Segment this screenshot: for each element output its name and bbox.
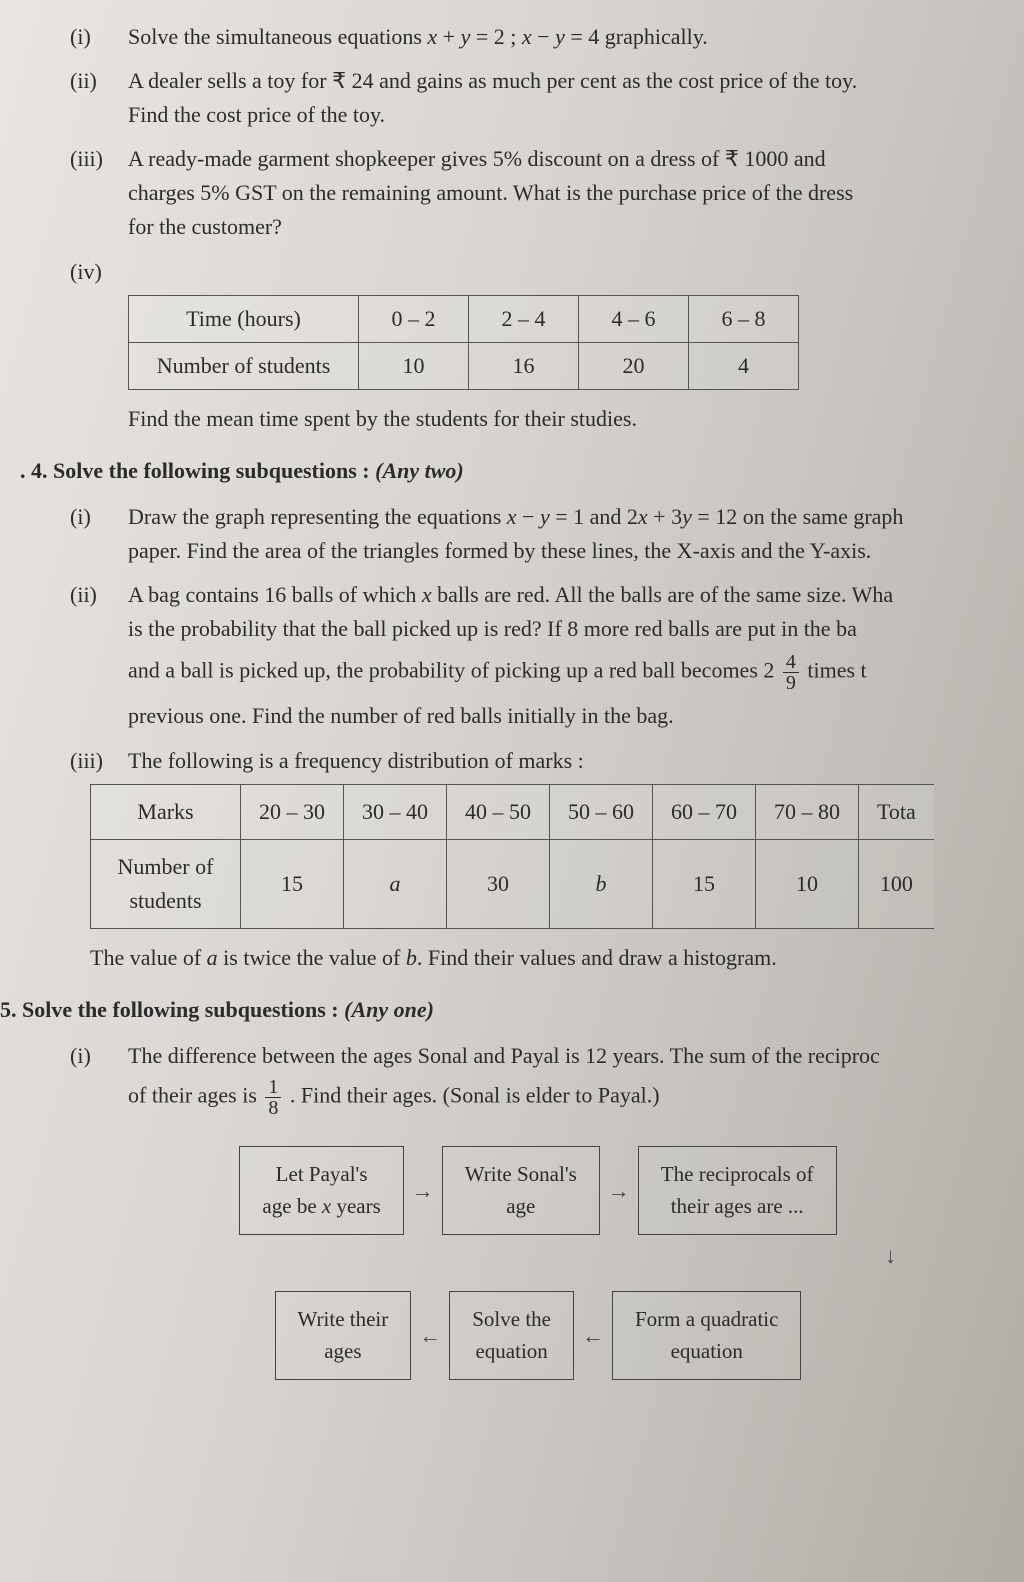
frac-4-9: 49 [783, 652, 799, 693]
t1-c4: 4 [689, 342, 799, 389]
q3-iii-line2: charges 5% GST on the remaining amount. … [128, 176, 1006, 210]
q3-i-num: (i) [70, 20, 128, 54]
arrow-down-icon: ↓ [885, 1239, 896, 1273]
t2h4: 50 – 60 [550, 784, 653, 839]
t2c0: Number ofstudents [91, 839, 241, 928]
q4-ii-num: (ii) [70, 578, 128, 612]
q3-iv-after: Find the mean time spent by the students… [128, 402, 1006, 436]
t1-c3: 20 [579, 342, 689, 389]
q3-ii-line2: Find the cost price of the toy. [128, 98, 1006, 132]
q3-ii: (ii) A dealer sells a toy for ₹ 24 and g… [70, 64, 1006, 132]
q5-head-a: Solve the following subquestions : [22, 997, 344, 1022]
q5-head-b: (Any one) [344, 997, 434, 1022]
q5-i-l1: The difference between the ages Sonal an… [128, 1039, 1006, 1073]
q5-num: 5. [0, 997, 17, 1022]
q4-ii-l3: and a ball is picked up, the probability… [128, 652, 1006, 693]
t2c6: 10 [756, 839, 859, 928]
arrow-right-icon: → [608, 1174, 630, 1208]
arrow-left-icon: ← [582, 1319, 604, 1353]
q4-i-text: Draw the graph representing the equation… [128, 500, 1006, 568]
q4-num: . 4. [20, 458, 48, 483]
flow-box-2: Write Sonal'sage [442, 1146, 600, 1235]
q4-ii-l4: previous one. Find the number of red bal… [128, 699, 1006, 733]
q3-i: (i) Solve the simultaneous equations x +… [70, 20, 1006, 54]
q5-i-num: (i) [70, 1039, 128, 1073]
q4-ii-text: A bag contains 16 balls of which x balls… [128, 578, 1006, 733]
q4-head-b: (Any two) [375, 458, 464, 483]
q4-ii: (ii) A bag contains 16 balls of which x … [70, 578, 1006, 733]
t2c1: 15 [241, 839, 344, 928]
t2c2: a [344, 839, 447, 928]
flowchart: Let Payal'sage be x years → Write Sonal'… [70, 1132, 1006, 1380]
q5-heading: 5. Solve the following subquestions : (A… [0, 993, 1006, 1027]
q4-iii: (iii) The following is a frequency distr… [70, 744, 1006, 778]
t2c5: 15 [653, 839, 756, 928]
t2h7: Tota [859, 784, 934, 839]
t2c3: 30 [447, 839, 550, 928]
q3-iv-num: (iv) [70, 255, 128, 289]
q4-iii-table: Marks 20 – 30 30 – 40 40 – 50 50 – 60 60… [90, 784, 934, 929]
q3-i-text: Solve the simultaneous equations x + y =… [128, 20, 1006, 54]
q3-ii-num: (ii) [70, 64, 128, 98]
q4-heading: . 4. Solve the following subquestions : … [20, 454, 1006, 488]
flow-box-6: Form a quadraticequation [612, 1291, 801, 1380]
t2h3: 40 – 50 [447, 784, 550, 839]
t2h0: Marks [91, 784, 241, 839]
q3-iii-line3: for the customer? [128, 210, 1006, 244]
q4-head-a: Solve the following subquestions : [53, 458, 375, 483]
flow-box-1: Let Payal'sage be x years [239, 1146, 403, 1235]
t1-c0: Number of students [129, 342, 359, 389]
q3-ii-line1: A dealer sells a toy for ₹ 24 and gains … [128, 64, 1006, 98]
t1-h3: 4 – 6 [579, 295, 689, 342]
q4-iii-intro: The following is a frequency distributio… [128, 744, 1006, 778]
q3-iii-text: A ready-made garment shopkeeper gives 5%… [128, 142, 1006, 244]
q4-i-num: (i) [70, 500, 128, 534]
t2h1: 20 – 30 [241, 784, 344, 839]
t1-h4: 6 – 8 [689, 295, 799, 342]
q3-iv-table: Time (hours) 0 – 2 2 – 4 4 – 6 6 – 8 Num… [128, 295, 799, 390]
t2c4: b [550, 839, 653, 928]
q4-i: (i) Draw the graph representing the equa… [70, 500, 1006, 568]
q4-ii-l2: is the probability that the ball picked … [128, 612, 1006, 646]
t1-c2: 16 [469, 342, 579, 389]
t2h2: 30 – 40 [344, 784, 447, 839]
t1-c1: 10 [359, 342, 469, 389]
arrow-left-icon: ← [419, 1319, 441, 1353]
q4-i-l2: paper. Find the area of the triangles fo… [128, 534, 1006, 568]
flow-box-3: The reciprocals oftheir ages are ... [638, 1146, 837, 1235]
arrow-right-icon: → [412, 1174, 434, 1208]
q3-iii: (iii) A ready-made garment shopkeeper gi… [70, 142, 1006, 244]
t1-h2: 2 – 4 [469, 295, 579, 342]
q4-iii-num: (iii) [70, 744, 128, 778]
t2h5: 60 – 70 [653, 784, 756, 839]
q3-ii-text: A dealer sells a toy for ₹ 24 and gains … [128, 64, 1006, 132]
q3-iii-line1: A ready-made garment shopkeeper gives 5%… [128, 142, 1006, 176]
q3-iv: (iv) [70, 255, 1006, 289]
flow-box-5: Solve theequation [449, 1291, 574, 1380]
q4-iii-after: The value of a is twice the value of b. … [90, 941, 1006, 975]
t2h6: 70 – 80 [756, 784, 859, 839]
t1-h0: Time (hours) [129, 295, 359, 342]
q5-i: (i) The difference between the ages Sona… [70, 1039, 1006, 1122]
frac-1-8: 18 [265, 1077, 281, 1118]
q5-i-text: The difference between the ages Sonal an… [128, 1039, 1006, 1122]
q4-i-l1: Draw the graph representing the equation… [128, 500, 1006, 534]
flow-box-4: Write theirages [275, 1291, 412, 1380]
q4-ii-l1: A bag contains 16 balls of which x balls… [128, 578, 1006, 612]
q3-iii-num: (iii) [70, 142, 128, 176]
t2c7: 100 [859, 839, 934, 928]
t1-h1: 0 – 2 [359, 295, 469, 342]
q5-i-l2: of their ages is 18 . Find their ages. (… [128, 1077, 1006, 1118]
